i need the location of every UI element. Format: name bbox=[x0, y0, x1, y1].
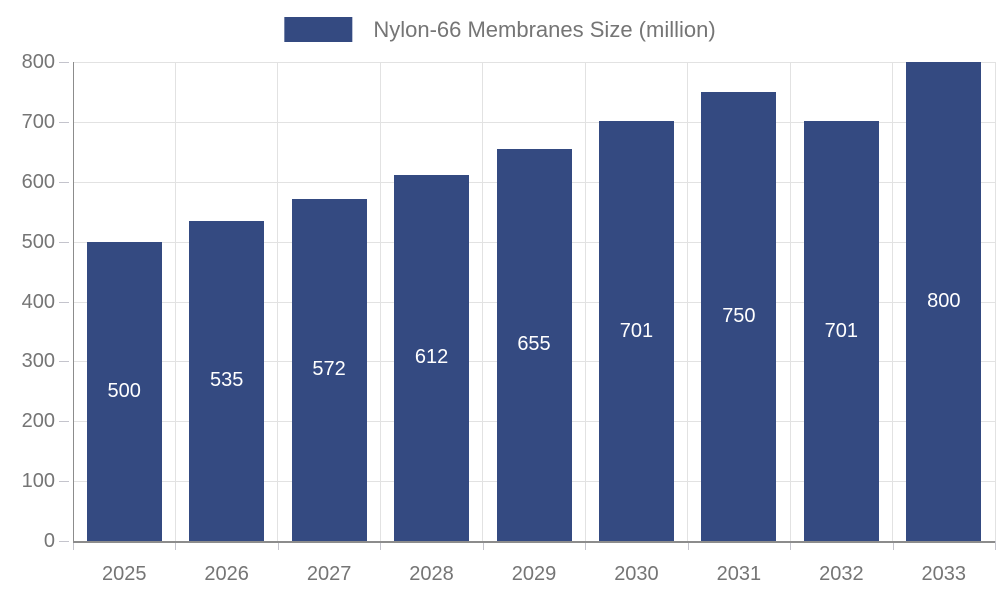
bar-value-label: 750 bbox=[722, 304, 756, 327]
bar-value-label: 535 bbox=[209, 369, 244, 392]
y-axis-tick-label: 500 bbox=[21, 230, 55, 253]
x-axis-tick-label: 2033 bbox=[921, 563, 967, 585]
legend-swatch bbox=[284, 17, 353, 42]
y-axis-tick-label: 800 bbox=[21, 51, 55, 73]
y-axis-tick-mark bbox=[59, 361, 69, 363]
bar-value-label: 612 bbox=[414, 346, 449, 369]
y-axis-tick-label: 300 bbox=[21, 350, 55, 373]
x-gridline bbox=[482, 62, 484, 541]
x-axis-tick-mark bbox=[277, 541, 279, 550]
x-axis-tick-label: 2025 bbox=[101, 563, 147, 585]
bar-2032[interactable]: 701 bbox=[803, 121, 879, 541]
y-axis-line bbox=[73, 62, 74, 541]
y-axis-tick-mark bbox=[59, 301, 69, 303]
legend-item[interactable]: Nylon-66 Membranes Size (million) bbox=[284, 17, 716, 42]
x-axis-tick-mark bbox=[482, 541, 484, 550]
x-axis-tick-mark bbox=[380, 541, 382, 550]
y-axis-tick-label: 100 bbox=[21, 470, 55, 493]
y-axis-tick-label: 0 bbox=[43, 530, 55, 552]
y-axis-tick-mark bbox=[59, 541, 69, 542]
x-gridline bbox=[174, 62, 176, 541]
x-axis-tick-mark bbox=[687, 541, 689, 550]
x-axis-tick-mark bbox=[585, 541, 587, 550]
x-gridline bbox=[277, 62, 279, 541]
y-axis-tick-label: 600 bbox=[21, 170, 55, 193]
plot-area: 500 535 572 612 655 701 750 701 800 bbox=[73, 62, 996, 541]
x-axis-tick-label: 2026 bbox=[204, 563, 249, 585]
y-gridline bbox=[73, 121, 995, 123]
bar-value-label: 655 bbox=[517, 333, 551, 356]
bar-2025[interactable]: 500 bbox=[86, 241, 162, 541]
x-axis-tick-mark bbox=[892, 541, 894, 550]
y-axis-tick-mark bbox=[59, 241, 69, 243]
x-gridline bbox=[687, 62, 689, 541]
y-axis-tick-mark bbox=[59, 481, 69, 483]
bar-2026[interactable]: 535 bbox=[189, 220, 265, 541]
y-axis-tick-label: 400 bbox=[21, 290, 55, 313]
x-gridline bbox=[584, 62, 586, 541]
x-gridline bbox=[789, 62, 791, 541]
x-axis-tick-label: 2030 bbox=[614, 563, 659, 585]
y-axis-tick-mark bbox=[59, 121, 69, 123]
x-axis-tick-label: 2031 bbox=[716, 563, 762, 585]
bar-value-label: 701 bbox=[824, 319, 859, 342]
bar-2028[interactable]: 612 bbox=[394, 174, 470, 541]
x-axis-tick-mark bbox=[995, 541, 996, 550]
bar-2033[interactable]: 800 bbox=[906, 62, 982, 541]
bar-value-label: 572 bbox=[312, 358, 346, 381]
x-axis-line bbox=[73, 541, 995, 543]
y-axis-tick-mark bbox=[59, 62, 69, 63]
bar-2031[interactable]: 750 bbox=[701, 91, 777, 541]
bar-value-label: 701 bbox=[619, 319, 654, 342]
y-axis-tick-label: 200 bbox=[21, 410, 55, 433]
bar-2027[interactable]: 572 bbox=[291, 198, 367, 541]
x-axis-tick-label: 2029 bbox=[511, 563, 557, 585]
x-axis-tick-mark bbox=[790, 541, 792, 550]
x-gridline bbox=[892, 62, 894, 541]
x-axis-tick-mark bbox=[175, 541, 177, 550]
x-gridline bbox=[379, 62, 381, 541]
x-gridline bbox=[994, 62, 996, 541]
bar-value-label: 500 bbox=[107, 379, 141, 402]
x-axis-tick-label: 2028 bbox=[409, 563, 454, 585]
x-axis-tick-mark bbox=[73, 541, 74, 550]
legend-label: Nylon-66 Membranes Size (million) bbox=[373, 17, 716, 42]
bar-2029[interactable]: 655 bbox=[496, 148, 572, 541]
y-axis-tick-mark bbox=[59, 181, 69, 183]
y-axis-tick-label: 700 bbox=[21, 110, 55, 133]
x-axis-tick-label: 2027 bbox=[306, 563, 352, 585]
y-gridline bbox=[73, 62, 995, 63]
y-axis-tick-mark bbox=[59, 421, 69, 423]
bar-value-label: 800 bbox=[927, 290, 961, 312]
bar-2030[interactable]: 701 bbox=[598, 121, 674, 541]
x-axis-tick-label: 2032 bbox=[819, 563, 864, 585]
